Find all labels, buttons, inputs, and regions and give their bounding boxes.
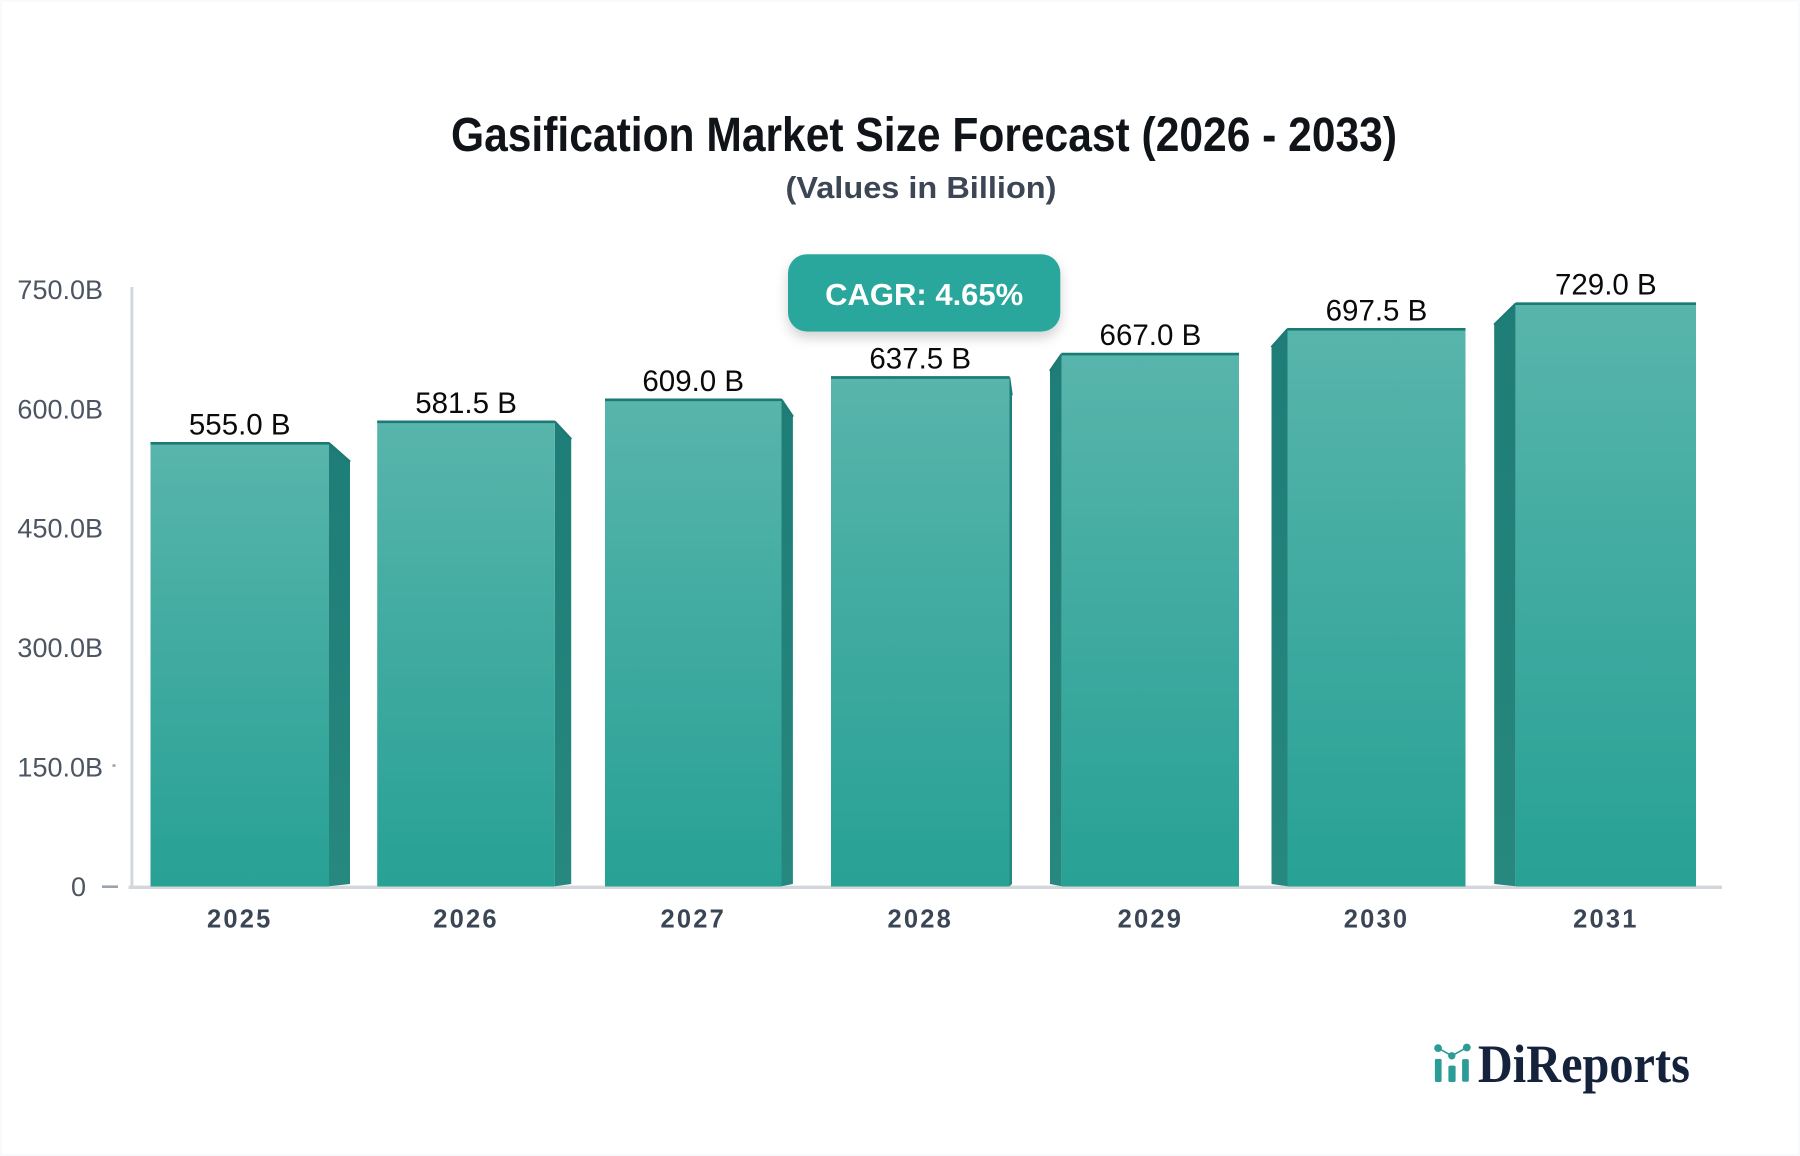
svg-text:609.0 B: 609.0 B <box>642 365 744 398</box>
svg-text:DiReports: DiReports <box>1478 1034 1690 1094</box>
svg-text:150.0B: 150.0B <box>17 753 103 783</box>
svg-text:2028: 2028 <box>887 906 953 934</box>
svg-text:750.0B: 750.0B <box>17 275 103 305</box>
svg-text:450.0B: 450.0B <box>17 514 103 544</box>
svg-text:2025: 2025 <box>207 906 273 934</box>
svg-text:300.0B: 300.0B <box>17 633 103 663</box>
svg-text:(Values in Billion): (Values in Billion) <box>786 171 1057 205</box>
svg-text:555.0 B: 555.0 B <box>189 408 291 441</box>
svg-text:697.5 B: 697.5 B <box>1326 294 1428 327</box>
svg-text:2026: 2026 <box>433 906 499 934</box>
svg-text:Gasification Market Size Forec: Gasification Market Size Forecast (2026 … <box>451 108 1397 162</box>
svg-text:600.0B: 600.0B <box>17 394 103 424</box>
svg-text:2030: 2030 <box>1344 906 1410 934</box>
svg-text:CAGR: 4.65%: CAGR: 4.65% <box>825 278 1023 312</box>
svg-text:2029: 2029 <box>1118 906 1184 934</box>
svg-text:729.0 B: 729.0 B <box>1555 269 1657 302</box>
svg-text:2027: 2027 <box>660 906 726 934</box>
svg-text:637.5 B: 637.5 B <box>869 343 971 376</box>
svg-text:581.5 B: 581.5 B <box>415 387 517 420</box>
svg-text:2031: 2031 <box>1573 906 1639 934</box>
svg-text:0: 0 <box>71 872 86 902</box>
svg-text:667.0 B: 667.0 B <box>1100 319 1202 352</box>
